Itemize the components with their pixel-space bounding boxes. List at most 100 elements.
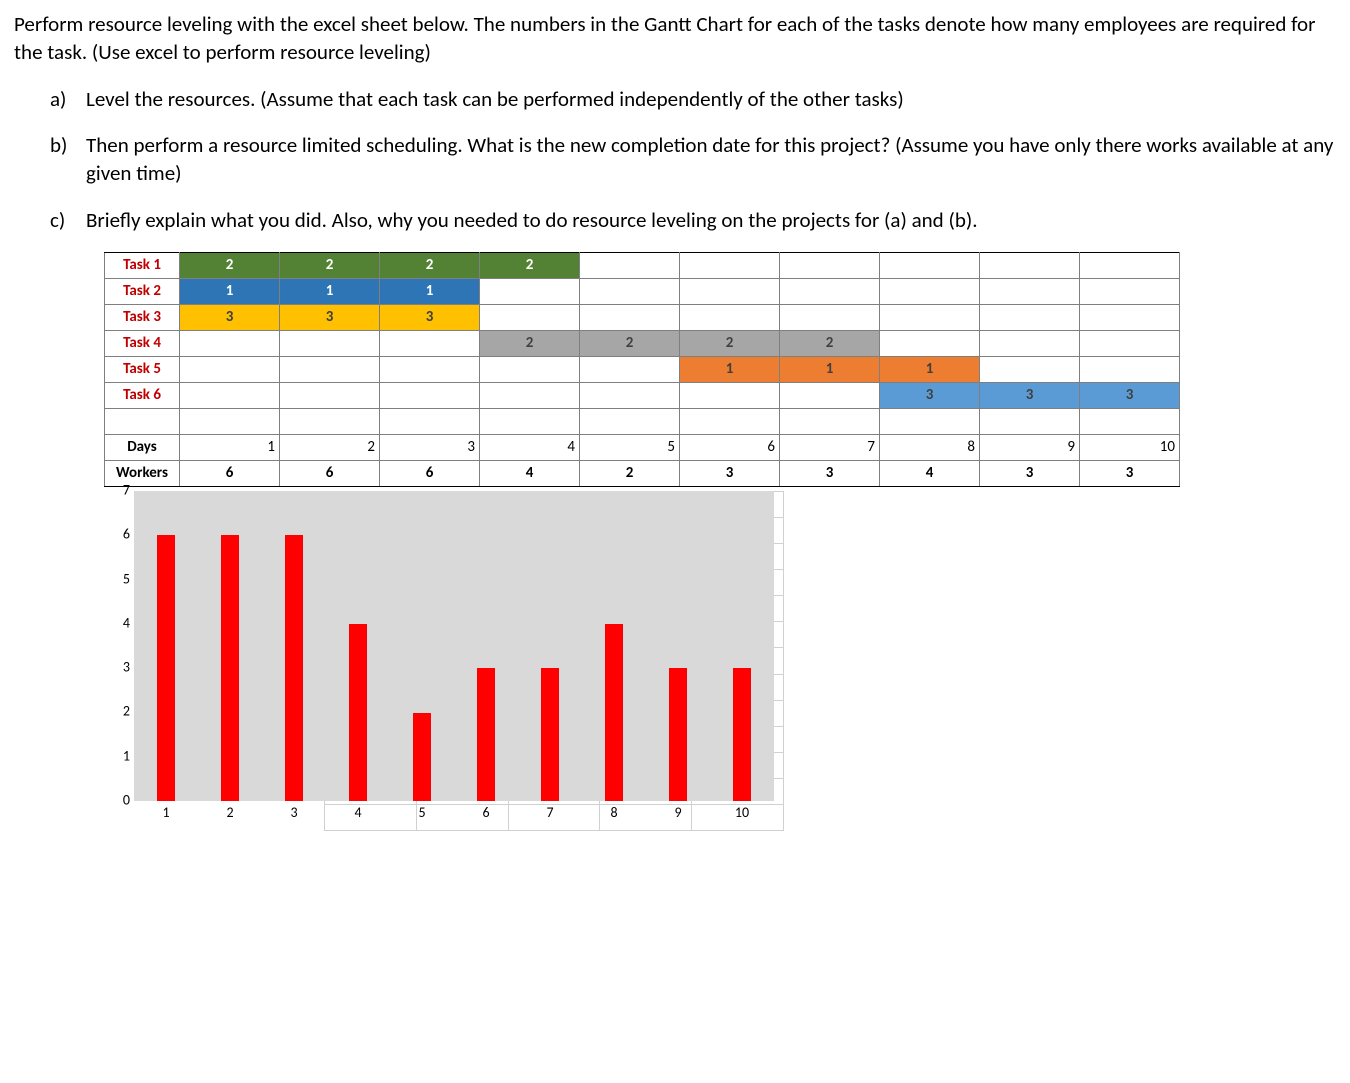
x-tick-label: 2	[226, 804, 233, 823]
gantt-cell: 2	[680, 331, 780, 357]
day-cell: 2	[280, 435, 380, 461]
text-a: Level the resources. (Assume that each t…	[86, 85, 1336, 113]
task-label: Task 3	[105, 305, 180, 331]
chart-bar	[157, 535, 175, 801]
text-c: Briefly explain what you did. Also, why …	[86, 206, 1336, 234]
gantt-cell	[480, 279, 580, 305]
question-list: a) Level the resources. (Assume that eac…	[14, 85, 1336, 234]
gantt-cell	[380, 357, 480, 383]
y-tick-label: 0	[106, 792, 130, 811]
gantt-cell	[980, 357, 1080, 383]
marker-b: b)	[50, 131, 86, 188]
worker-cell: 3	[1080, 461, 1180, 487]
chart-bar	[221, 535, 239, 801]
y-tick-label: 3	[106, 659, 130, 678]
chart-bar	[349, 624, 367, 801]
gantt-cell	[880, 331, 980, 357]
x-tick-label: 3	[290, 804, 297, 823]
gantt-cell: 2	[480, 253, 580, 279]
workers-chart: 0123456712345678910	[104, 491, 784, 831]
worker-cell: 6	[280, 461, 380, 487]
x-tick-label: 8	[610, 804, 617, 823]
task-label: Task 6	[105, 383, 180, 409]
y-tick-label: 4	[106, 614, 130, 633]
gantt-cell	[1080, 305, 1180, 331]
gantt-cell	[780, 253, 880, 279]
item-a: a) Level the resources. (Assume that eac…	[50, 85, 1336, 113]
gantt-cell	[980, 305, 1080, 331]
gantt-cell: 1	[880, 357, 980, 383]
x-tick-label: 10	[735, 804, 749, 823]
worker-cell: 3	[780, 461, 880, 487]
worker-cell: 4	[880, 461, 980, 487]
x-tick-label: 6	[482, 804, 489, 823]
gantt-cell	[1080, 253, 1180, 279]
worker-cell: 3	[680, 461, 780, 487]
gantt-cell: 1	[680, 357, 780, 383]
gantt-cell	[880, 279, 980, 305]
gantt-cell	[180, 357, 280, 383]
gantt-cell	[680, 279, 780, 305]
task-label: Task 1	[105, 253, 180, 279]
gantt-cell	[180, 331, 280, 357]
item-c: c) Briefly explain what you did. Also, w…	[50, 206, 1336, 234]
gantt-cell	[580, 253, 680, 279]
gantt-cell	[280, 357, 380, 383]
gantt-cell: 3	[980, 383, 1080, 409]
gantt-cell	[980, 253, 1080, 279]
gantt-cell	[880, 253, 980, 279]
gantt-cell: 3	[380, 305, 480, 331]
spreadsheet-area: Task 12222Task 2111Task 3333Task 42222Ta…	[14, 252, 1336, 831]
intro-text: Perform resource leveling with the excel…	[14, 10, 1336, 67]
gantt-cell	[280, 331, 380, 357]
gantt-cell	[1080, 331, 1180, 357]
text-b: Then perform a resource limited scheduli…	[86, 131, 1336, 188]
chart-bar	[669, 668, 687, 801]
y-tick-label: 2	[106, 703, 130, 722]
gantt-cell	[1080, 357, 1180, 383]
gantt-cell: 3	[180, 305, 280, 331]
x-tick-label: 1	[162, 804, 169, 823]
marker-a: a)	[50, 85, 86, 113]
chart-plot: 0123456712345678910	[134, 491, 774, 801]
y-tick-label: 5	[106, 570, 130, 589]
chart-bar	[541, 668, 559, 801]
x-tick-label: 7	[546, 804, 553, 823]
gantt-cell	[280, 383, 380, 409]
gantt-cell	[580, 357, 680, 383]
days-label: Days	[105, 435, 180, 461]
gantt-table: Task 12222Task 2111Task 3333Task 42222Ta…	[104, 252, 1180, 487]
gantt-cell	[380, 331, 480, 357]
day-cell: 4	[480, 435, 580, 461]
worker-cell: 6	[380, 461, 480, 487]
gantt-cell	[580, 279, 680, 305]
chart-bar	[413, 713, 431, 802]
day-cell: 10	[1080, 435, 1180, 461]
task-label: Task 5	[105, 357, 180, 383]
gantt-cell	[780, 305, 880, 331]
gantt-cell: 2	[280, 253, 380, 279]
chart-bar	[477, 668, 495, 801]
gantt-cell: 3	[1080, 383, 1180, 409]
gantt-cell: 2	[480, 331, 580, 357]
chart-bar	[285, 535, 303, 801]
gantt-cell	[1080, 279, 1180, 305]
grid-cell	[508, 804, 600, 830]
gantt-cell	[480, 383, 580, 409]
worker-cell: 6	[180, 461, 280, 487]
gantt-cell	[980, 279, 1080, 305]
worker-cell: 4	[480, 461, 580, 487]
gantt-cell: 1	[180, 279, 280, 305]
gantt-cell	[380, 383, 480, 409]
worker-cell: 2	[580, 461, 680, 487]
day-cell: 1	[180, 435, 280, 461]
gantt-cell	[580, 305, 680, 331]
gantt-cell: 1	[380, 279, 480, 305]
gantt-cell	[180, 383, 280, 409]
gantt-cell	[780, 279, 880, 305]
gantt-cell	[680, 253, 780, 279]
day-cell: 3	[380, 435, 480, 461]
day-cell: 6	[680, 435, 780, 461]
marker-c: c)	[50, 206, 86, 234]
gantt-cell: 2	[180, 253, 280, 279]
